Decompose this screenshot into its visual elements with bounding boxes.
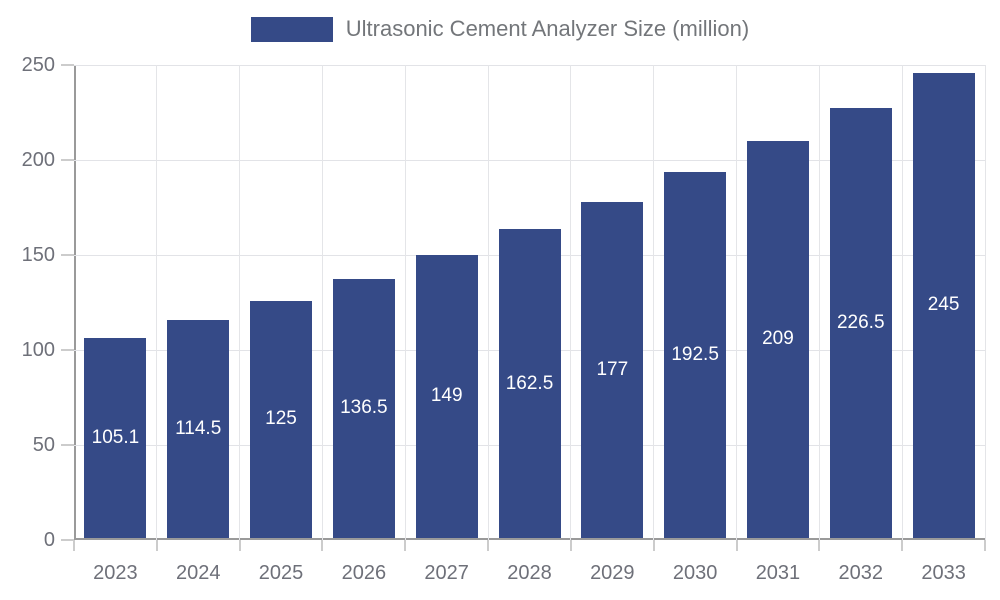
x-axis-label: 2032 [838, 562, 884, 584]
gridline-vertical [984, 65, 986, 540]
bar-value-label: 114.5 [175, 418, 222, 440]
bar-2024[interactable]: 114.5 [167, 320, 230, 538]
x-axis-tick [735, 540, 738, 551]
x-axis-label: 2026 [341, 562, 387, 584]
bar-value-label: 226.5 [836, 311, 885, 333]
y-axis-tick [61, 159, 74, 161]
x-axis-label: 2025 [258, 562, 304, 584]
bar-value-label: 192.5 [671, 344, 719, 366]
y-axis-label: 50 [32, 434, 55, 456]
x-axis-label: 2028 [507, 562, 552, 584]
bar-2023[interactable]: 105.1 [84, 338, 147, 538]
x-axis-label: 2031 [755, 562, 801, 584]
bar-2025[interactable]: 125 [250, 300, 313, 538]
bar-value-label: 125 [265, 408, 297, 430]
x-axis-label: 2024 [175, 562, 221, 584]
legend-swatch [250, 16, 333, 42]
x-axis-tick [818, 540, 821, 551]
gridline-horizontal [74, 159, 985, 161]
gridline-vertical [487, 65, 489, 540]
bar-2029[interactable]: 177 [581, 201, 644, 538]
bar-2032[interactable]: 226.5 [829, 107, 892, 538]
bar-2027[interactable]: 149 [415, 254, 478, 538]
bar-2030[interactable]: 192.5 [664, 172, 727, 538]
y-axis-tick [61, 349, 74, 351]
gridline-vertical [239, 65, 241, 540]
x-axis-tick [404, 540, 407, 551]
x-axis-tick [652, 540, 655, 551]
bar-2026[interactable]: 136.5 [332, 278, 395, 538]
plot-area [74, 65, 985, 540]
bar-value-label: 149 [430, 385, 463, 407]
y-axis-label: 250 [21, 54, 55, 76]
gridline-vertical [653, 65, 655, 540]
x-axis-tick [569, 540, 572, 551]
x-axis-label: 2027 [424, 562, 469, 584]
legend-item[interactable]: Ultrasonic Cement Analyzer Size (million… [0, 16, 1000, 42]
bar-value-label: 177 [596, 358, 629, 380]
gridline-vertical [570, 65, 572, 540]
bar-value-label: 245 [927, 294, 960, 316]
gridline-vertical [736, 65, 738, 540]
y-axis-tick [61, 254, 74, 256]
gridline-vertical [818, 65, 820, 540]
bar-value-label: 105.1 [91, 427, 140, 449]
gridline-vertical [321, 65, 323, 540]
y-axis-label: 100 [21, 339, 55, 361]
bar-2033[interactable]: 245 [912, 72, 975, 538]
y-axis-tick [61, 539, 74, 541]
y-axis-tick [61, 64, 74, 66]
bar-2031[interactable]: 209 [746, 140, 809, 538]
x-axis-tick [73, 540, 75, 551]
y-axis-label: 150 [21, 244, 55, 266]
x-axis-tick [901, 540, 904, 551]
bar-value-label: 136.5 [340, 397, 388, 419]
x-axis-label: 2030 [672, 562, 718, 584]
bar-value-label: 209 [762, 328, 794, 350]
gridline-vertical [156, 65, 158, 540]
x-axis-tick [984, 540, 986, 551]
x-axis-tick [487, 540, 490, 551]
x-axis-tick [321, 540, 324, 551]
x-axis-label: 2033 [921, 562, 966, 584]
gridline-vertical [901, 65, 903, 540]
x-axis-tick [155, 540, 158, 551]
gridline-horizontal [74, 64, 985, 66]
x-axis-label: 2023 [93, 562, 138, 584]
legend-label: Ultrasonic Cement Analyzer Size (million… [345, 16, 750, 41]
bar-2028[interactable]: 162.5 [498, 229, 561, 538]
bar-value-label: 162.5 [505, 372, 554, 394]
gridline-vertical [404, 65, 406, 540]
x-axis-label: 2029 [590, 562, 635, 584]
y-axis-tick [61, 444, 74, 446]
y-axis-label: 200 [21, 149, 55, 171]
x-axis-tick [238, 540, 241, 551]
y-axis-label: 0 [43, 529, 55, 551]
